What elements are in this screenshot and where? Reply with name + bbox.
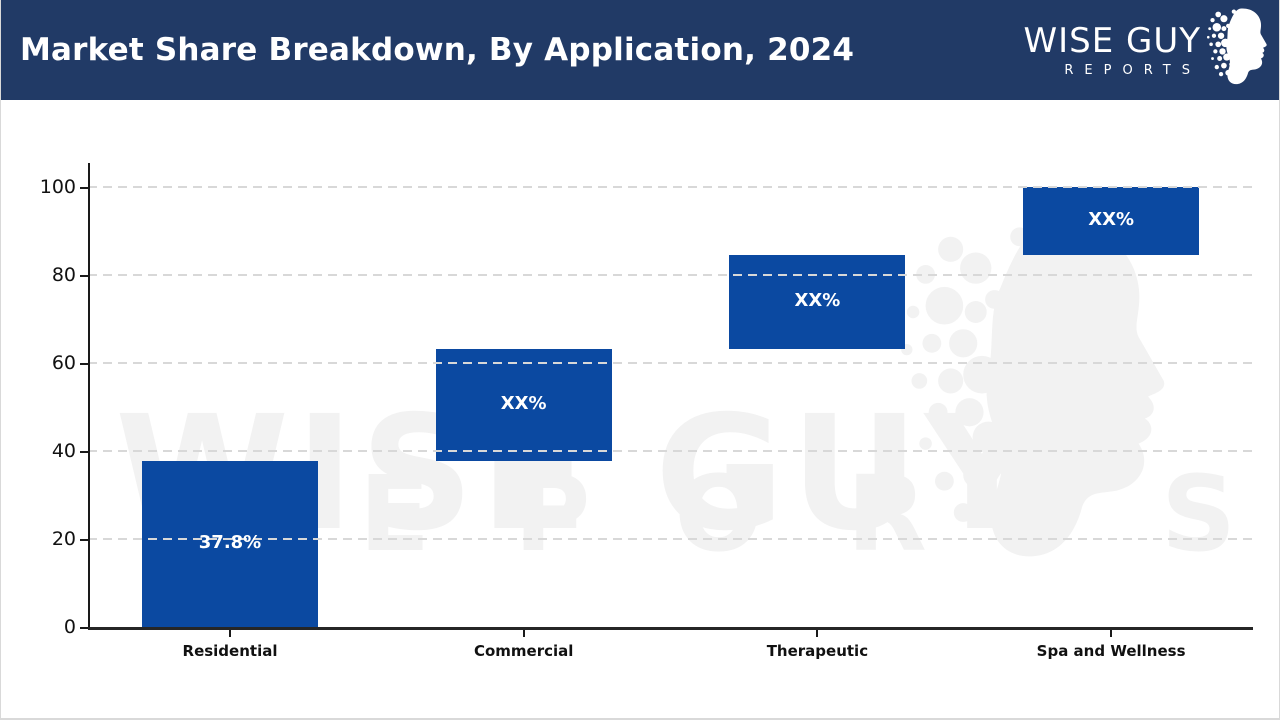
y-tick-label: 20 (51, 528, 76, 550)
y-tick-label: 40 (51, 440, 76, 462)
bar-commercial (435, 348, 612, 461)
y-tick-label: 60 (51, 352, 76, 374)
x-tick-mark (229, 630, 231, 637)
y-tick-label: 80 (51, 264, 76, 286)
x-tick-mark (1110, 630, 1113, 637)
bar-therapeutic (729, 254, 906, 349)
gridline (88, 186, 1253, 188)
header-banner: Market Share Breakdown, By Application, … (0, 0, 1280, 100)
x-tick-mark (816, 630, 819, 637)
gridline (88, 274, 1253, 276)
chart-canvas: WISE GUY REPORTS 0 20 40 60 80 100 37.8% Reside… (0, 100, 1280, 720)
x-category-label: Therapeutic (766, 642, 869, 660)
logo-text: WISE GUY REPORTS (1023, 24, 1201, 77)
logo-face-icon (1206, 8, 1267, 85)
y-tick-mark (80, 627, 88, 629)
y-tick-mark (80, 275, 88, 277)
x-category-label: Spa and Wellness (1036, 642, 1186, 660)
bar-residential (142, 460, 318, 627)
gridline (88, 450, 1253, 452)
y-axis-line (88, 163, 90, 630)
x-axis-line (88, 627, 1253, 630)
gridline (88, 538, 1253, 540)
wiseguy-logo: WISE GUY REPORTS (1018, 0, 1268, 100)
y-tick-mark (80, 187, 88, 189)
logo-wordmark: WISE GUY (1023, 21, 1201, 61)
y-tick-label: 0 (63, 616, 76, 638)
y-tick-mark (80, 539, 88, 541)
y-tick-mark (80, 363, 88, 365)
x-category-label: Commercial (473, 642, 574, 660)
x-tick-mark (522, 630, 525, 637)
page-title: Market Share Breakdown, By Application, … (20, 32, 855, 68)
y-tick-label: 100 (39, 176, 76, 198)
x-category-label: Residential (182, 642, 278, 660)
bar-value-label: XX% (794, 289, 841, 311)
bar-value-label: 37.8% (198, 531, 262, 553)
bar-value-label: XX% (500, 392, 547, 414)
watermark-subtitle: REPORTS (195, 453, 1280, 575)
bar-value-label: XX% (1088, 208, 1134, 230)
gridline (88, 362, 1253, 364)
logo-subtitle: REPORTS (1064, 63, 1201, 78)
y-tick-mark (80, 451, 88, 453)
